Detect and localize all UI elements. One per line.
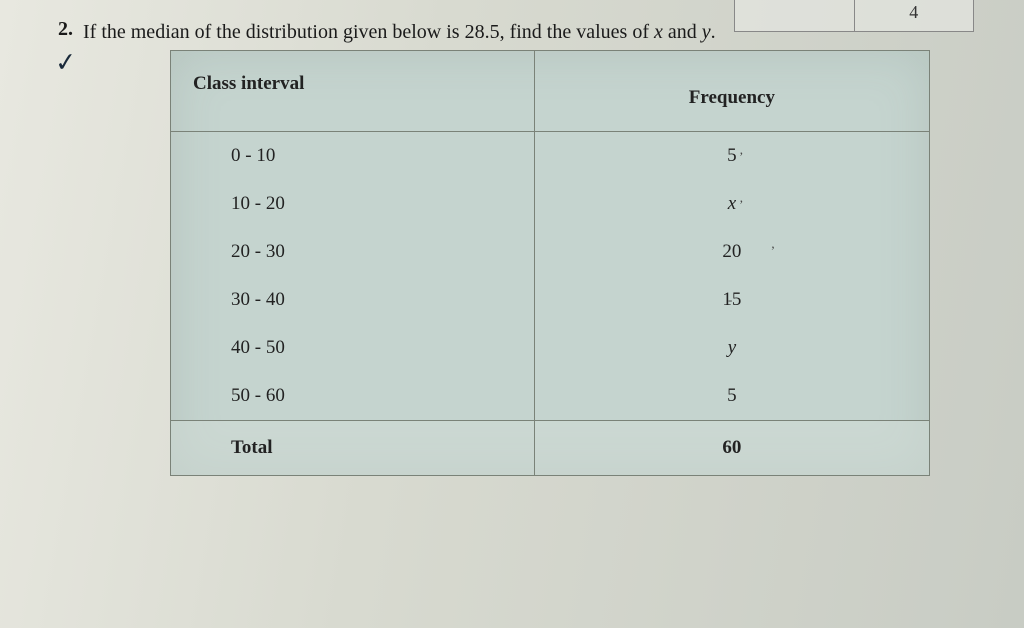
cell-interval: 50 - 60 xyxy=(171,372,535,420)
dash-mark-icon: - xyxy=(728,292,732,308)
table-row: 40 - 50 y xyxy=(171,324,929,372)
table-row: 10 - 20 , x xyxy=(171,180,929,228)
question-number: 2. xyxy=(58,18,73,41)
freq-value: 5 xyxy=(727,385,737,406)
table-total-row: Total 60 xyxy=(171,420,929,475)
question-text-pre: If the median of the distribution given … xyxy=(83,21,654,43)
checkmark-icon: ✓ xyxy=(54,47,78,79)
freq-value: y xyxy=(728,337,736,358)
cell-freq: , x xyxy=(535,180,929,228)
tick-mark-icon: , xyxy=(740,142,743,158)
tick-mark-icon: , xyxy=(740,190,743,206)
cell-interval: 30 - 40 xyxy=(171,276,535,324)
table-header-row: Class interval Frequency xyxy=(171,51,929,132)
freq-value: 20 xyxy=(722,241,741,262)
cell-freq: - 15 xyxy=(535,276,929,324)
total-value: 60 xyxy=(535,421,929,475)
question-var-y: y xyxy=(702,21,711,43)
table-row: 50 - 60 5 xyxy=(171,372,929,420)
cell-interval: 20 - 30 xyxy=(171,228,535,276)
frequency-table: Class interval Frequency 0 - 10 , 5 10 -… xyxy=(170,50,930,476)
cell-freq: 20 , xyxy=(535,228,929,276)
page: 4 2. If the median of the distribution g… xyxy=(0,0,1024,628)
total-label: Total xyxy=(171,421,535,475)
cell-interval: 0 - 10 xyxy=(171,132,535,180)
table-row: 20 - 30 20 , xyxy=(171,228,929,276)
freq-value: 5 xyxy=(727,145,737,166)
question-text-mid: and xyxy=(663,21,702,43)
header-frequency: Frequency xyxy=(535,51,929,131)
question-text: If the median of the distribution given … xyxy=(83,18,716,46)
cell-freq: y xyxy=(535,324,929,372)
cell-interval: 40 - 50 xyxy=(171,324,535,372)
fragment-cell-left xyxy=(735,0,854,31)
freq-value: x xyxy=(728,193,736,214)
question-text-post: . xyxy=(711,21,716,43)
cell-freq: 5 xyxy=(535,372,929,420)
table-row: 0 - 10 , 5 xyxy=(171,132,929,180)
cell-interval: 10 - 20 xyxy=(171,180,535,228)
cell-freq: , 5 xyxy=(535,132,929,180)
header-class-interval: Class interval xyxy=(171,51,535,131)
prev-table-fragment: 4 xyxy=(734,0,974,32)
question-var-x: x xyxy=(654,21,663,43)
fragment-cell-right: 4 xyxy=(854,0,974,31)
tick-mark-icon: , xyxy=(771,236,774,252)
table-row: 30 - 40 - 15 xyxy=(171,276,929,324)
